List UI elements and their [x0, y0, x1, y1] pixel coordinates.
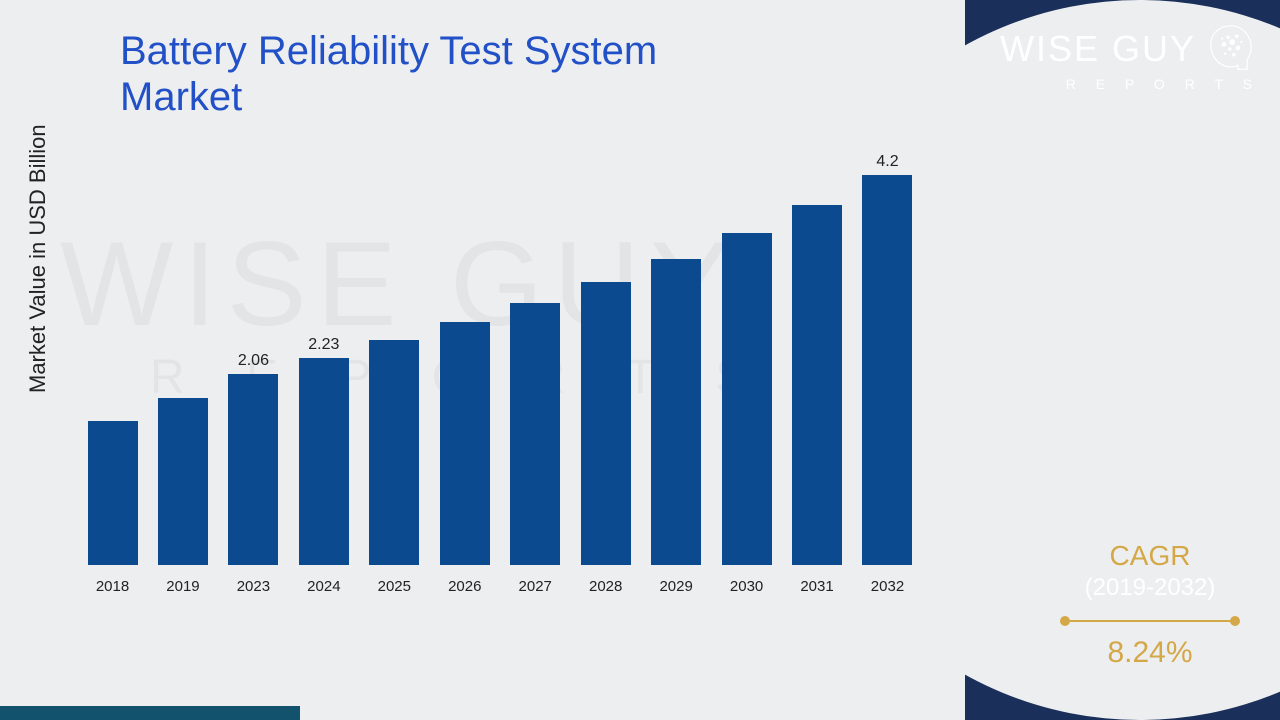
- bar-rect: [440, 322, 490, 565]
- bar-rect: [722, 233, 772, 565]
- cagr-divider: [1065, 620, 1235, 622]
- bar-chart: 2.06 2.23 4.2 2018 2019 2023 2024 2025 2026 2027…: [85, 175, 915, 595]
- cagr-block: CAGR (2019-2032) 8.24%: [1020, 540, 1280, 670]
- main-chart-area: WISE GUY R E P O R T S Battery Reliabili…: [0, 0, 965, 720]
- cagr-value: 8.24%: [1020, 636, 1280, 670]
- head-icon: [1202, 20, 1260, 78]
- bar-value-label: 4.2: [876, 153, 898, 171]
- x-tick-label: 2031: [790, 578, 845, 595]
- right-panel: WISE GUY R E P O R T S CAGR (2019-2032) …: [965, 0, 1280, 720]
- bar-2032: 4.2: [860, 175, 915, 565]
- bar-rect: [651, 259, 701, 565]
- bar-rect: [581, 282, 631, 565]
- cagr-range: (2019-2032): [1020, 574, 1280, 602]
- x-tick-label: 2024: [296, 578, 351, 595]
- x-tick-label: 2025: [367, 578, 422, 595]
- x-tick-label: 2018: [85, 578, 140, 595]
- bar-2023: 2.06: [226, 374, 281, 565]
- bar-2018: [85, 421, 140, 565]
- bar-rect: [158, 398, 208, 565]
- x-tick-label: 2019: [155, 578, 210, 595]
- bar-2025: [367, 340, 422, 565]
- bar-2030: [719, 233, 774, 565]
- bar-2019: [155, 398, 210, 565]
- y-axis-label: Market Value in USD Billion: [25, 124, 51, 393]
- bar-value-label: 2.06: [238, 352, 269, 370]
- bar-rect: [299, 358, 349, 565]
- bar-rect: [510, 303, 560, 565]
- bar-rect: [228, 374, 278, 565]
- brand-logo: WISE GUY R E P O R T S: [1000, 20, 1260, 92]
- bar-rect: [88, 421, 138, 565]
- x-tick-label: 2032: [860, 578, 915, 595]
- x-tick-label: 2028: [578, 578, 633, 595]
- bar-value-label: 2.23: [308, 336, 339, 354]
- x-tick-label: 2023: [226, 578, 281, 595]
- bar-rect: [369, 340, 419, 565]
- bar-2031: [790, 205, 845, 565]
- logo-text-main: WISE GUY: [1000, 28, 1196, 70]
- cagr-title: CAGR: [1020, 540, 1280, 572]
- bar-rect: [862, 175, 912, 565]
- x-tick-label: 2029: [649, 578, 704, 595]
- x-tick-label: 2027: [508, 578, 563, 595]
- footer-accent-bar: [0, 706, 300, 720]
- chart-title: Battery Reliability Test System Market: [120, 28, 720, 120]
- bar-2024: 2.23: [296, 358, 351, 565]
- bar-2028: [578, 282, 633, 565]
- bar-rect: [792, 205, 842, 565]
- bar-2029: [649, 259, 704, 565]
- bar-2026: [437, 322, 492, 565]
- x-tick-label: 2026: [437, 578, 492, 595]
- logo-text-sub: R E P O R T S: [1000, 76, 1260, 92]
- x-tick-label: 2030: [719, 578, 774, 595]
- bar-2027: [508, 303, 563, 565]
